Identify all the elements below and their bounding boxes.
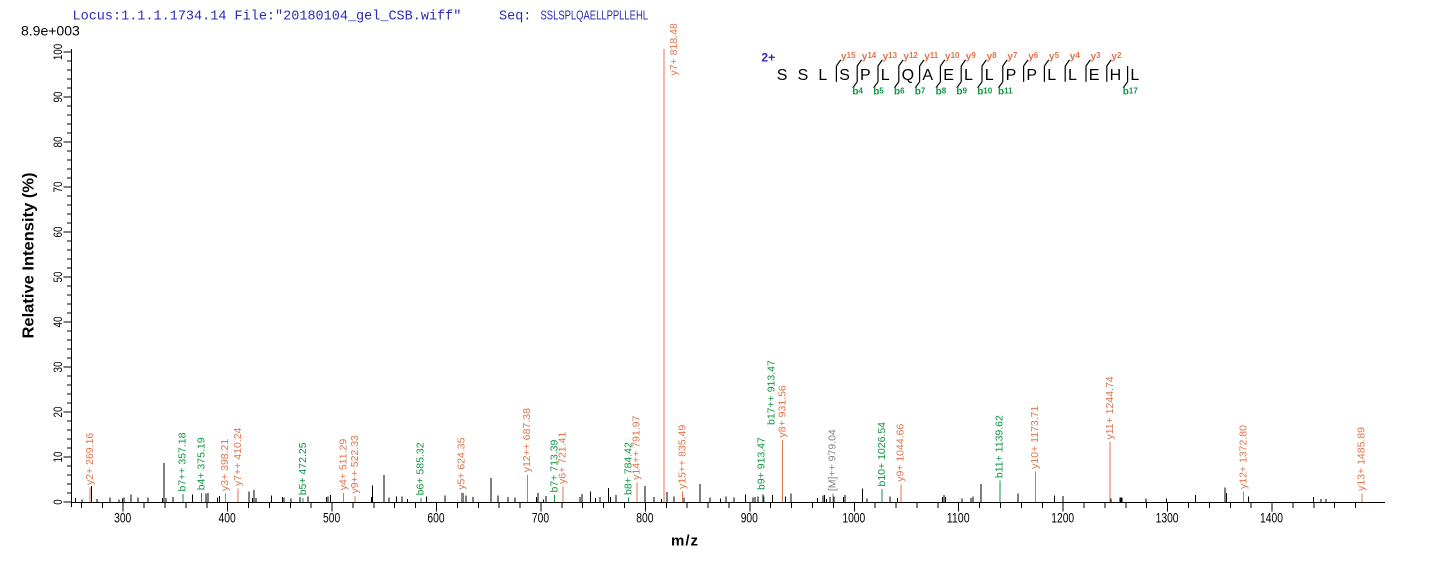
svg-text:y13+ 1485.89: y13+ 1485.89 — [1356, 427, 1368, 491]
svg-text:b17++ 913.47: b17++ 913.47 — [765, 360, 777, 425]
svg-text:y7+ 818.48: y7+ 818.48 — [668, 23, 680, 75]
svg-text:300: 300 — [114, 510, 131, 526]
svg-text:H: H — [1110, 67, 1122, 84]
svg-text:b7+ 713.39: b7+ 713.39 — [548, 439, 560, 492]
svg-text:y12+ 1372.80: y12+ 1372.80 — [1237, 425, 1249, 489]
svg-text:y15: y15 — [841, 51, 856, 63]
svg-text:L: L — [818, 67, 827, 84]
svg-text:E: E — [943, 67, 954, 84]
svg-text:Relative Intensity (%): Relative Intensity (%) — [20, 172, 38, 338]
svg-text:b7: b7 — [915, 87, 926, 98]
svg-text:50: 50 — [51, 271, 65, 282]
svg-text:70: 70 — [51, 181, 65, 192]
svg-text:y3: y3 — [1091, 51, 1102, 63]
svg-text:b17: b17 — [1123, 87, 1139, 98]
svg-text:20: 20 — [51, 406, 65, 417]
svg-text:y5: y5 — [1049, 51, 1060, 63]
svg-text:40: 40 — [51, 316, 65, 327]
svg-text:y11+ 1244.74: y11+ 1244.74 — [1104, 376, 1116, 439]
svg-text:800: 800 — [636, 510, 653, 526]
svg-text:y7: y7 — [1007, 51, 1018, 63]
svg-text:Locus:1.1.1.1734.14 File:"2018: Locus:1.1.1.1734.14 File:"20180104_gel_C… — [73, 10, 462, 25]
svg-text:1300: 1300 — [1156, 510, 1179, 526]
svg-text:b8+ 784.42: b8+ 784.42 — [623, 442, 635, 495]
svg-text:0: 0 — [51, 499, 65, 505]
svg-text:y4+ 511.29: y4+ 511.29 — [337, 439, 349, 491]
svg-text:P: P — [860, 67, 871, 84]
svg-text:Q: Q — [902, 67, 914, 84]
svg-text:b8: b8 — [936, 87, 947, 98]
svg-text:y15++ 835.49: y15++ 835.49 — [676, 425, 688, 489]
svg-text:10: 10 — [51, 451, 65, 462]
svg-text:900: 900 — [741, 510, 758, 526]
svg-text:y10: y10 — [945, 51, 960, 63]
svg-text:30: 30 — [51, 361, 65, 372]
svg-text:y7++ 410.24: y7++ 410.24 — [232, 427, 244, 486]
svg-text:y9: y9 — [966, 51, 977, 63]
svg-text:L: L — [1068, 67, 1077, 84]
svg-text:L: L — [985, 67, 994, 84]
svg-text:y8+ 931.56: y8+ 931.56 — [777, 385, 789, 437]
svg-text:b6: b6 — [894, 87, 905, 98]
svg-text:y6: y6 — [1028, 51, 1039, 63]
svg-text:90: 90 — [51, 91, 65, 102]
svg-text:L: L — [881, 67, 890, 84]
svg-text:y8: y8 — [987, 51, 998, 63]
svg-text:y14: y14 — [862, 51, 877, 63]
svg-text:[M]++ 979.04: [M]++ 979.04 — [827, 429, 839, 491]
svg-text:y11: y11 — [924, 51, 939, 63]
svg-text:L: L — [1130, 67, 1139, 84]
svg-text:b9: b9 — [956, 87, 967, 98]
svg-text:2+: 2+ — [761, 50, 775, 64]
svg-text:b5: b5 — [873, 87, 884, 98]
svg-text:y2+ 269.16: y2+ 269.16 — [84, 433, 96, 485]
svg-text:S: S — [839, 67, 850, 84]
svg-text:600: 600 — [427, 510, 444, 526]
svg-text:y10+ 1173.71: y10+ 1173.71 — [1029, 405, 1041, 468]
svg-text:E: E — [1089, 67, 1100, 84]
svg-text:L: L — [964, 67, 973, 84]
svg-text:P: P — [1026, 67, 1037, 84]
svg-text:b5+ 472.25: b5+ 472.25 — [297, 442, 309, 495]
svg-text:1000: 1000 — [842, 510, 865, 526]
svg-text:700: 700 — [532, 510, 549, 526]
svg-text:y5+ 624.35: y5+ 624.35 — [455, 437, 467, 489]
svg-text:b7++ 357.18: b7++ 357.18 — [177, 432, 189, 491]
svg-text:y9++ 522.33: y9++ 522.33 — [349, 435, 361, 494]
svg-text:y9+ 1044.66: y9+ 1044.66 — [895, 424, 907, 482]
svg-text:400: 400 — [219, 510, 236, 526]
svg-text:y13: y13 — [883, 51, 898, 63]
svg-text:80: 80 — [51, 136, 65, 147]
svg-text:60: 60 — [51, 226, 65, 237]
svg-text:y12: y12 — [903, 51, 918, 63]
svg-text:y3+ 398.21: y3+ 398.21 — [219, 439, 231, 491]
svg-text:b11: b11 — [998, 87, 1013, 98]
svg-text:b4: b4 — [852, 87, 863, 98]
svg-text:Seq:: Seq: — [499, 10, 531, 25]
svg-text:y14++ 791.97: y14++ 791.97 — [631, 415, 643, 479]
svg-text:b6+ 585.32: b6+ 585.32 — [415, 442, 427, 495]
svg-text:S: S — [777, 67, 788, 84]
svg-text:b11+ 1139.62: b11+ 1139.62 — [994, 415, 1006, 478]
svg-text:y4: y4 — [1070, 51, 1081, 63]
svg-text:S: S — [798, 67, 809, 84]
svg-text:y12++ 687.38: y12++ 687.38 — [521, 408, 533, 472]
svg-text:1200: 1200 — [1051, 510, 1074, 526]
svg-text:y6+ 721.41: y6+ 721.41 — [557, 432, 569, 484]
svg-text:100: 100 — [51, 44, 65, 61]
svg-text:SSLSPLQAELLPPLLEHL: SSLSPLQAELLPPLLEHL — [541, 9, 649, 23]
svg-text:1100: 1100 — [947, 510, 970, 526]
svg-text:b9+ 913.47: b9+ 913.47 — [755, 437, 767, 490]
svg-text:m/z: m/z — [671, 533, 699, 550]
svg-text:A: A — [922, 67, 933, 84]
svg-text:b4+ 375.19: b4+ 375.19 — [196, 437, 208, 490]
svg-text:L: L — [1047, 67, 1056, 84]
svg-text:P: P — [1006, 67, 1017, 84]
svg-text:b10+ 1026.54: b10+ 1026.54 — [876, 422, 888, 487]
svg-text:500: 500 — [323, 510, 340, 526]
svg-text:1400: 1400 — [1260, 510, 1283, 526]
svg-text:y2: y2 — [1111, 51, 1122, 63]
svg-text:8.9e+003: 8.9e+003 — [21, 23, 80, 39]
svg-text:b10: b10 — [977, 87, 993, 98]
